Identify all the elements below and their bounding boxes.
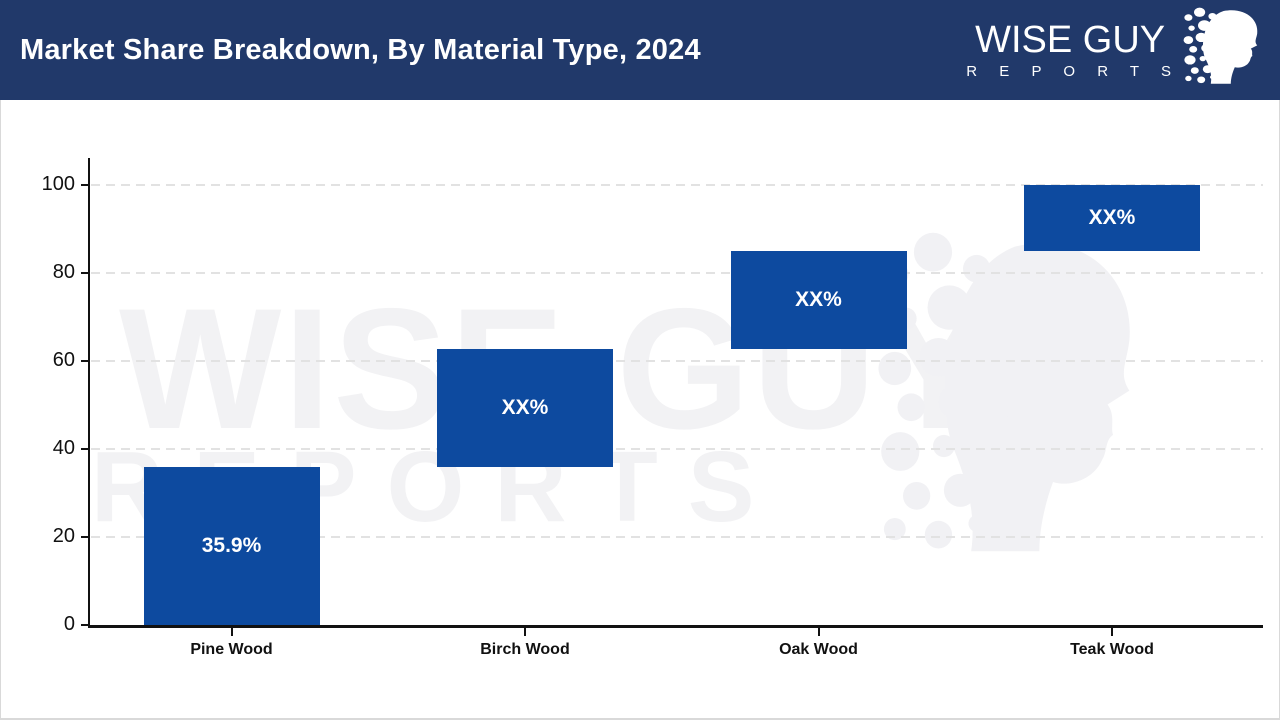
gridline xyxy=(91,360,1263,362)
chart-title: Market Share Breakdown, By Material Type… xyxy=(20,33,701,66)
chart-canvas: WISE GUY REPORTS 0 20 40 60 80 100 35.9% Pine W… xyxy=(0,100,1280,720)
x-axis-label: Pine Wood xyxy=(190,641,273,658)
y-axis-line xyxy=(88,158,90,627)
y-axis-tick-label: 100 xyxy=(41,173,75,195)
bar: XX% xyxy=(730,251,907,350)
y-axis-tick-label: 40 xyxy=(52,437,75,459)
y-axis-tick-label: 60 xyxy=(52,349,75,371)
bar: 35.9% xyxy=(143,467,320,625)
x-axis-tick xyxy=(817,628,820,636)
x-axis-tick xyxy=(1111,628,1113,636)
dotted-face-profile-icon xyxy=(1183,7,1258,84)
bar-value-label: XX% xyxy=(1088,206,1136,229)
logo-subtext: R E P O R T S xyxy=(966,62,1180,80)
bar-value-label: XX% xyxy=(795,288,842,312)
logo-wordmark: WISE GUY xyxy=(975,18,1166,61)
x-axis-tick xyxy=(524,628,526,636)
gridline xyxy=(91,184,1263,186)
y-axis-tick xyxy=(81,624,89,626)
x-axis-label: Teak Wood xyxy=(1070,641,1154,658)
x-axis-label: Oak Wood xyxy=(779,641,858,658)
y-axis-tick-label: 80 xyxy=(52,261,75,283)
y-axis-tick xyxy=(81,272,89,274)
header-banner: Market Share Breakdown, By Material Type… xyxy=(0,0,1280,100)
y-axis-tick-label: 20 xyxy=(52,525,75,547)
y-axis-tick xyxy=(81,536,89,538)
y-axis-tick-label: 0 xyxy=(63,613,75,635)
x-axis-tick xyxy=(230,628,233,636)
gridline xyxy=(91,448,1263,450)
y-axis-tick xyxy=(81,360,89,362)
gridline xyxy=(91,536,1263,538)
y-axis-tick xyxy=(81,184,89,186)
x-axis-line xyxy=(88,625,1263,628)
watermark-face-icon xyxy=(878,232,1130,552)
bar-value-label: 35.9% xyxy=(201,534,262,557)
gridline xyxy=(91,272,1263,274)
x-axis-label: Birch Wood xyxy=(480,641,570,658)
bar: XX% xyxy=(437,349,613,468)
wiseguy-logo: WISE GUY R E P O R T S xyxy=(960,4,1270,96)
logo-text: WISE GUY R E P O R T S xyxy=(960,21,1180,80)
bar-value-label: XX% xyxy=(501,396,549,420)
y-axis-tick xyxy=(81,448,89,450)
bar: XX% xyxy=(1024,185,1200,251)
